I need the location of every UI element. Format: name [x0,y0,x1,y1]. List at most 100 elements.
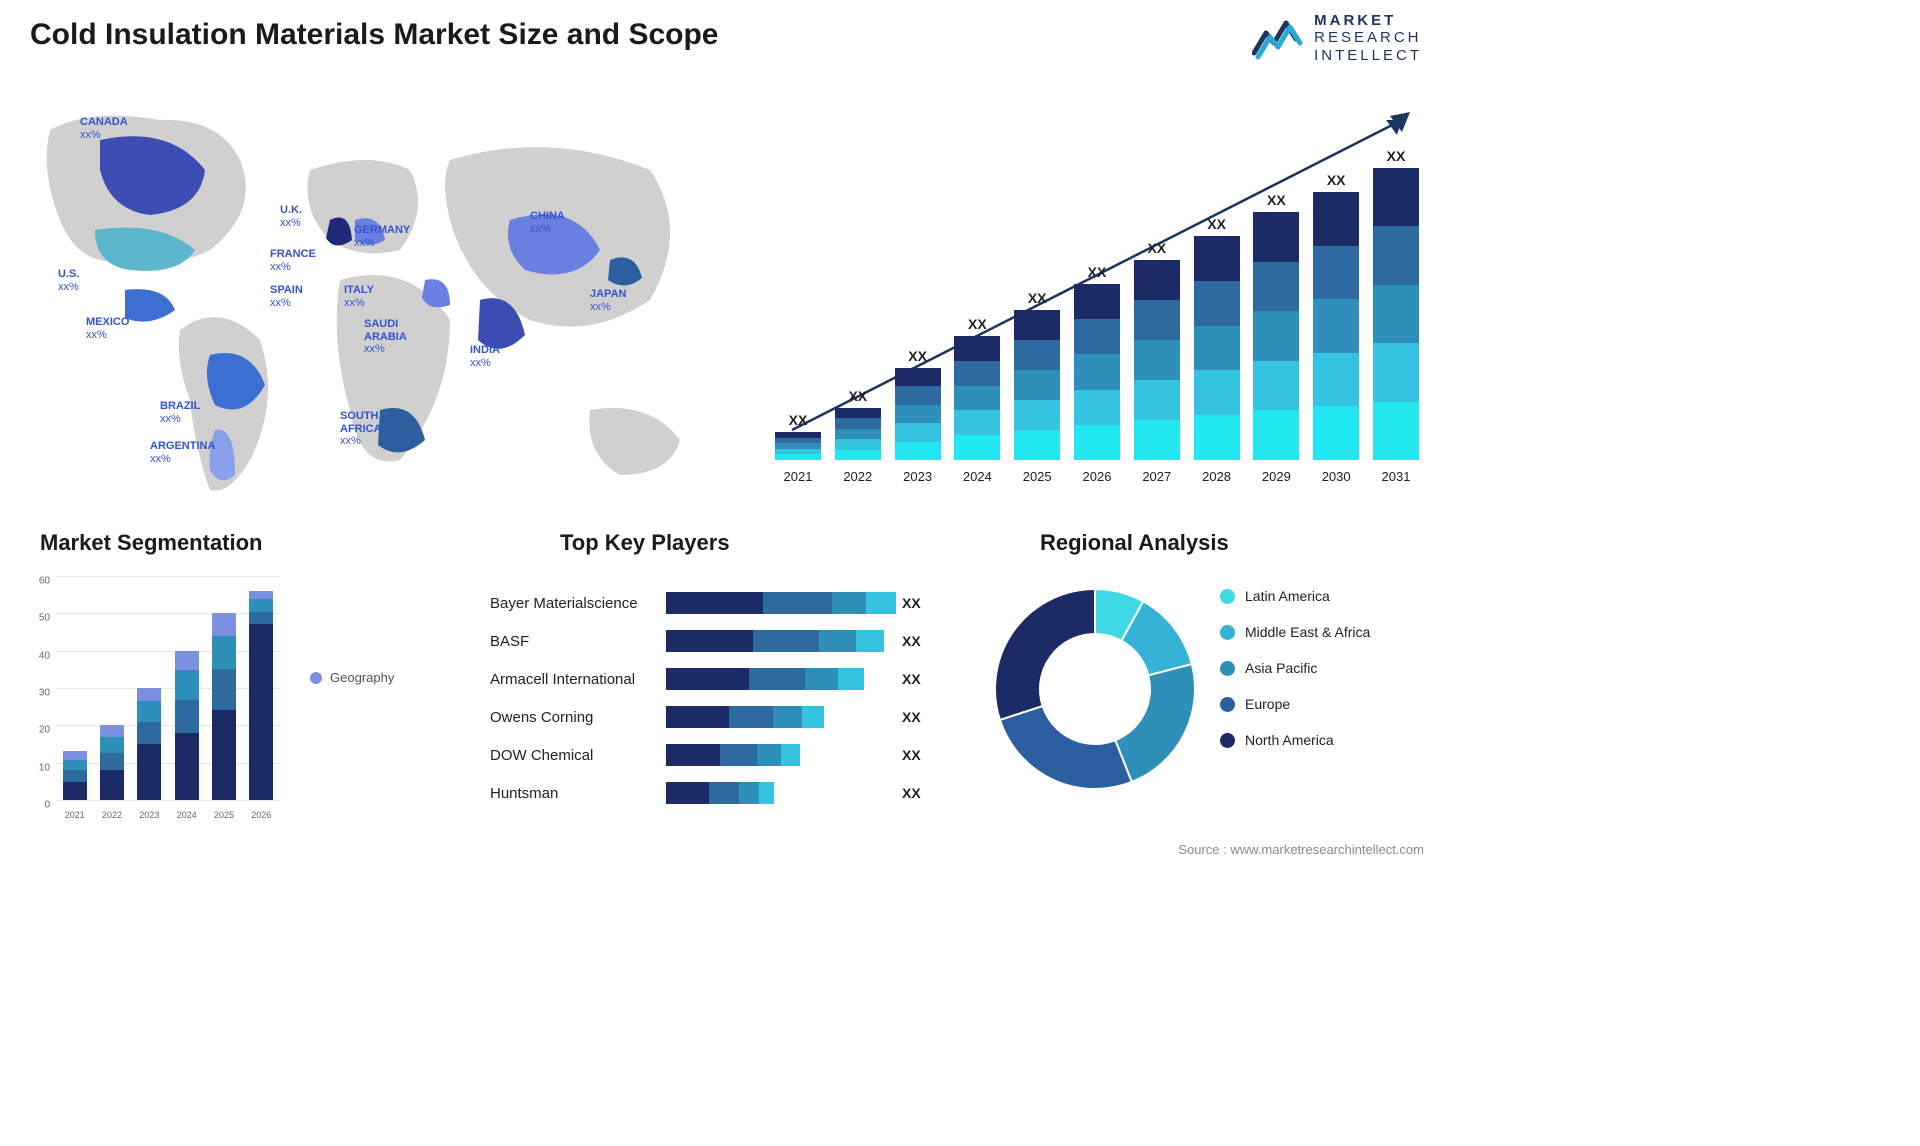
section-title-players: Top Key Players [560,530,730,556]
section-title-regional: Regional Analysis [1040,530,1229,556]
player-row: Owens Corning XX [490,698,960,736]
growth-x-label: 2027 [1131,469,1183,484]
growth-value-label: XX [968,316,987,332]
regional-legend-item: Europe [1220,696,1370,712]
segmentation-legend: Geography [310,670,394,685]
growth-bar: XX [1131,240,1183,460]
player-name: Bayer Materialscience [490,595,660,612]
growth-bar: XX [1191,216,1243,460]
player-name: Armacell International [490,671,660,688]
map-country-label: INDIAxx% [470,344,500,369]
growth-x-label: 2030 [1310,469,1362,484]
regional-legend-item: North America [1220,732,1370,748]
player-row: Bayer Materialscience XX [490,584,960,622]
map-country-label: SPAINxx% [270,284,303,309]
map-country-label: GERMANYxx% [354,224,410,249]
growth-bar: XX [1310,172,1362,460]
legend-dot-icon [1220,733,1235,748]
seg-y-tick: 60 [39,576,50,587]
legend-label: Latin America [1245,588,1330,604]
map-country-label: BRAZILxx% [160,400,200,425]
section-title-segmentation: Market Segmentation [40,530,263,556]
seg-bar [175,651,199,800]
seg-bar [212,613,236,800]
segmentation-chart: 0102030405060 202120222023202420252026 G… [30,560,440,840]
seg-y-tick: 20 [39,725,50,736]
player-row: Armacell International XX [490,660,960,698]
seg-y-tick: 40 [39,650,50,661]
regional-chart: Latin America Middle East & Africa Asia Pa… [990,560,1420,840]
map-country-label: CANADAxx% [80,116,128,141]
growth-bar: XX [951,316,1003,460]
logo-text-1: MARKET [1314,12,1422,29]
legend-label: Europe [1245,696,1290,712]
player-row: DOW ChemicalXX [490,736,960,774]
player-name: Huntsman [490,785,660,802]
seg-y-tick: 10 [39,762,50,773]
seg-bar [100,725,124,800]
player-bar [666,744,800,766]
player-value: XX [902,785,942,801]
seg-y-tick: 0 [44,800,50,811]
seg-bar [63,751,87,800]
seg-x-label: 2024 [177,810,197,820]
legend-dot-icon [310,672,322,684]
player-bar [666,668,864,690]
regional-legend-item: Middle East & Africa [1220,624,1370,640]
growth-bar: XX [1011,290,1063,460]
seg-y-tick: 30 [39,688,50,699]
map-country-label: FRANCExx% [270,248,316,273]
map-country-label: U.S.xx% [58,268,79,293]
seg-x-label: 2022 [102,810,122,820]
growth-bar: XX [832,388,884,460]
page-title: Cold Insulation Materials Market Size an… [30,18,719,52]
legend-label: Geography [330,670,394,685]
donut-chart-icon [990,584,1200,794]
growth-x-label: 2031 [1370,469,1422,484]
seg-x-label: 2025 [214,810,234,820]
growth-value-label: XX [1207,216,1226,232]
world-map: CANADAxx%U.S.xx%MEXICOxx%BRAZILxx%ARGENT… [30,100,710,500]
regional-legend-item: Latin America [1220,588,1370,604]
player-name: DOW Chemical [490,747,660,764]
source-attribution: Source : www.marketresearchintellect.com [1178,842,1424,857]
legend-dot-icon [1220,589,1235,604]
growth-value-label: XX [1387,148,1406,164]
legend-label: Middle East & Africa [1245,624,1370,640]
legend-dot-icon [1220,697,1235,712]
growth-bar: XX [1071,264,1123,460]
map-country-label: U.K.xx% [280,204,302,229]
player-bar [666,782,774,804]
player-bar [666,592,896,614]
growth-x-label: 2021 [772,469,824,484]
player-name: Owens Corning [490,709,660,726]
growth-x-label: 2029 [1250,469,1302,484]
logo-text-2: RESEARCH [1314,29,1422,46]
player-value: XX [902,671,942,687]
seg-bar [249,591,273,800]
logo-mark-icon [1252,15,1304,61]
growth-value-label: XX [1327,172,1346,188]
player-value: XX [902,595,942,611]
player-bar [666,630,884,652]
growth-bar: XX [772,412,824,460]
growth-bar: XX [892,348,944,460]
player-value: XX [902,709,942,725]
map-country-label: JAPANxx% [590,288,626,313]
growth-x-label: 2026 [1071,469,1123,484]
map-country-label: MEXICOxx% [86,316,129,341]
players-chart: Bayer MaterialscienceXXBASFXXArmacell In… [490,560,960,840]
growth-value-label: XX [1267,192,1286,208]
growth-chart: XXXXXXXXXXXXXXXXXXXXXX 20212022202320242… [772,90,1422,490]
seg-x-label: 2026 [251,810,271,820]
legend-dot-icon [1220,661,1235,676]
player-name: BASF [490,633,660,650]
growth-value-label: XX [848,388,867,404]
growth-bar: XX [1250,192,1302,460]
logo-text-3: INTELLECT [1314,47,1422,64]
seg-y-tick: 50 [39,613,50,624]
player-row: Huntsman XX [490,774,960,812]
player-value: XX [902,633,942,649]
legend-dot-icon [1220,625,1235,640]
regional-legend-item: Asia Pacific [1220,660,1370,676]
